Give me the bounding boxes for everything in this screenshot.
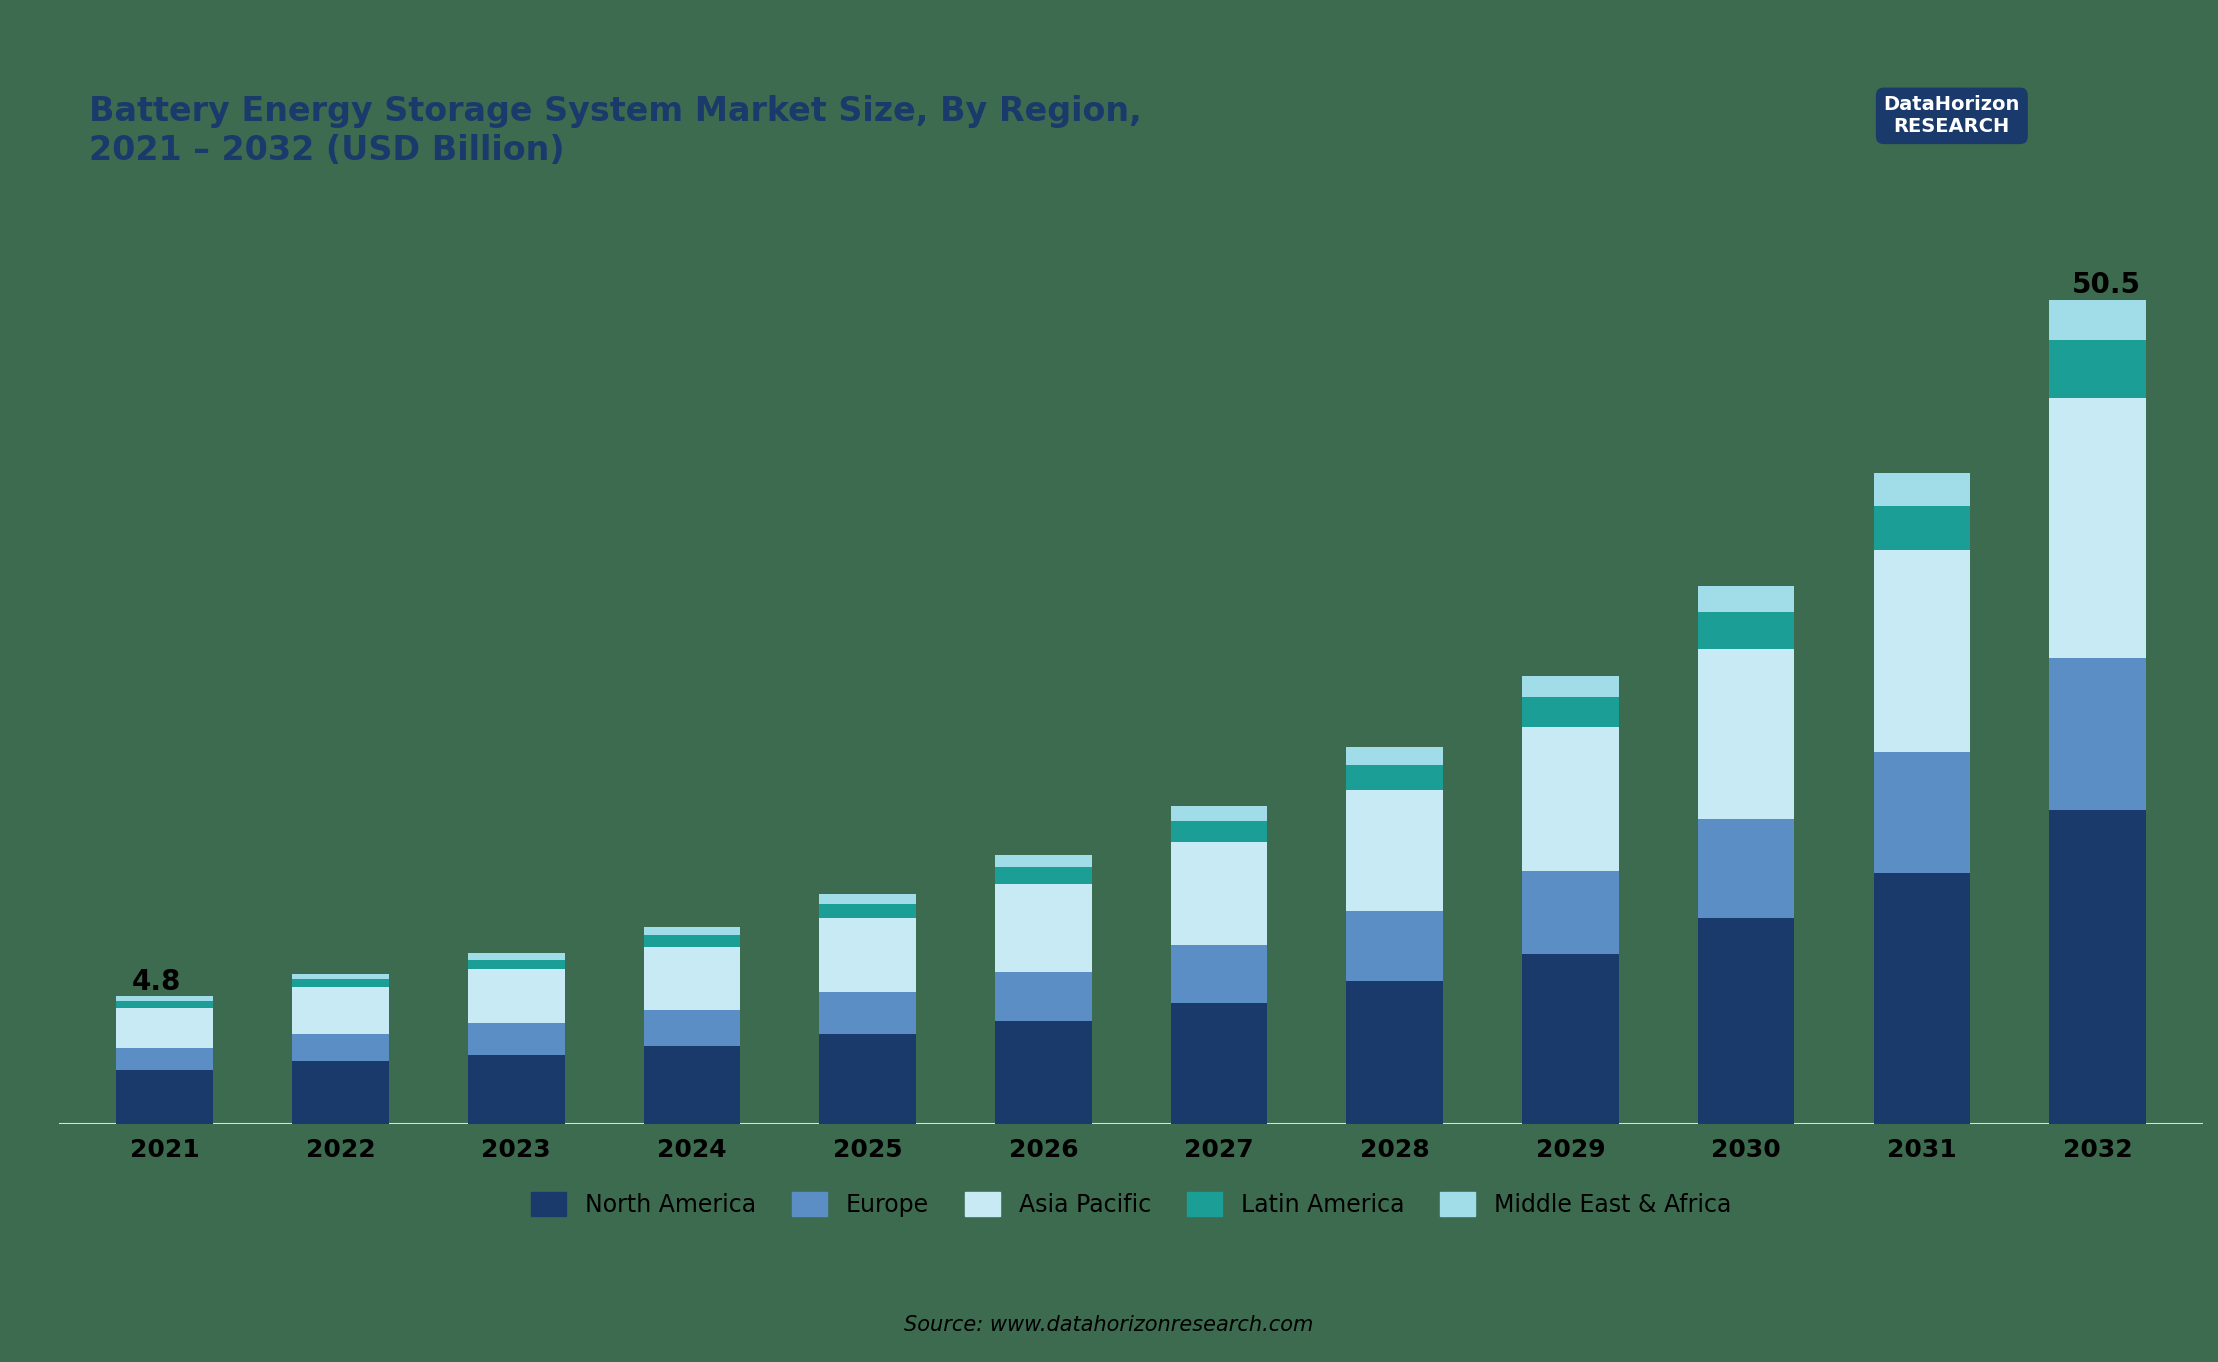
Bar bbox=[1171, 842, 1266, 945]
Bar bbox=[1171, 945, 1266, 1002]
Bar bbox=[1697, 820, 1794, 918]
Bar bbox=[1874, 474, 1970, 505]
Bar bbox=[118, 1047, 213, 1071]
Bar bbox=[2049, 340, 2145, 398]
Bar bbox=[996, 1022, 1091, 1124]
Bar bbox=[1346, 746, 1444, 764]
Bar bbox=[1171, 806, 1266, 821]
Bar bbox=[643, 1009, 741, 1046]
Bar bbox=[818, 992, 916, 1034]
Bar bbox=[468, 1023, 566, 1054]
Bar bbox=[1522, 697, 1619, 727]
Bar bbox=[643, 934, 741, 947]
Bar bbox=[818, 918, 916, 992]
Bar bbox=[118, 1008, 213, 1047]
Bar bbox=[468, 970, 566, 1023]
Bar bbox=[2049, 658, 2145, 810]
Text: Battery Energy Storage System Market Size, By Region,
2021 – 2032 (USD Billion): Battery Energy Storage System Market Siz… bbox=[89, 95, 1142, 166]
Bar bbox=[1522, 727, 1619, 870]
Bar bbox=[468, 960, 566, 970]
Bar bbox=[1346, 911, 1444, 981]
Bar bbox=[1874, 505, 1970, 550]
Bar bbox=[643, 928, 741, 934]
Bar bbox=[1697, 650, 1794, 820]
Bar bbox=[1697, 918, 1794, 1124]
Bar bbox=[2049, 810, 2145, 1124]
Bar bbox=[996, 866, 1091, 884]
Bar bbox=[643, 947, 741, 1009]
Bar bbox=[1522, 870, 1619, 953]
Bar bbox=[118, 997, 213, 1001]
Text: DataHorizon
RESEARCH: DataHorizon RESEARCH bbox=[1883, 95, 2021, 136]
Text: 50.5: 50.5 bbox=[2072, 271, 2140, 298]
Bar bbox=[1874, 550, 1970, 752]
Bar bbox=[1522, 953, 1619, 1124]
Bar bbox=[1697, 587, 1794, 613]
Bar bbox=[1874, 752, 1970, 873]
Text: 4.8: 4.8 bbox=[131, 967, 180, 996]
Bar bbox=[818, 903, 916, 918]
Bar bbox=[293, 1061, 388, 1124]
Bar bbox=[1346, 764, 1444, 790]
Bar bbox=[2049, 398, 2145, 658]
Bar bbox=[293, 987, 388, 1034]
Bar bbox=[293, 979, 388, 987]
Bar bbox=[118, 1001, 213, 1008]
Bar bbox=[1171, 821, 1266, 842]
Bar bbox=[293, 1034, 388, 1061]
Legend: North America, Europe, Asia Pacific, Latin America, Middle East & Africa: North America, Europe, Asia Pacific, Lat… bbox=[519, 1181, 1743, 1229]
Bar bbox=[468, 1054, 566, 1124]
Bar bbox=[1874, 873, 1970, 1124]
Bar bbox=[1171, 1002, 1266, 1124]
Bar bbox=[468, 953, 566, 960]
Bar bbox=[643, 1046, 741, 1124]
Bar bbox=[818, 1034, 916, 1124]
Bar bbox=[118, 1071, 213, 1124]
Bar bbox=[1346, 790, 1444, 911]
Bar bbox=[1522, 676, 1619, 697]
Bar bbox=[996, 971, 1091, 1022]
Bar bbox=[2049, 300, 2145, 340]
Bar bbox=[1346, 981, 1444, 1124]
Bar bbox=[996, 855, 1091, 866]
Text: Source: www.datahorizonresearch.com: Source: www.datahorizonresearch.com bbox=[905, 1314, 1313, 1335]
Bar bbox=[293, 974, 388, 979]
Bar bbox=[1697, 613, 1794, 650]
Bar bbox=[996, 884, 1091, 971]
Bar bbox=[818, 893, 916, 903]
